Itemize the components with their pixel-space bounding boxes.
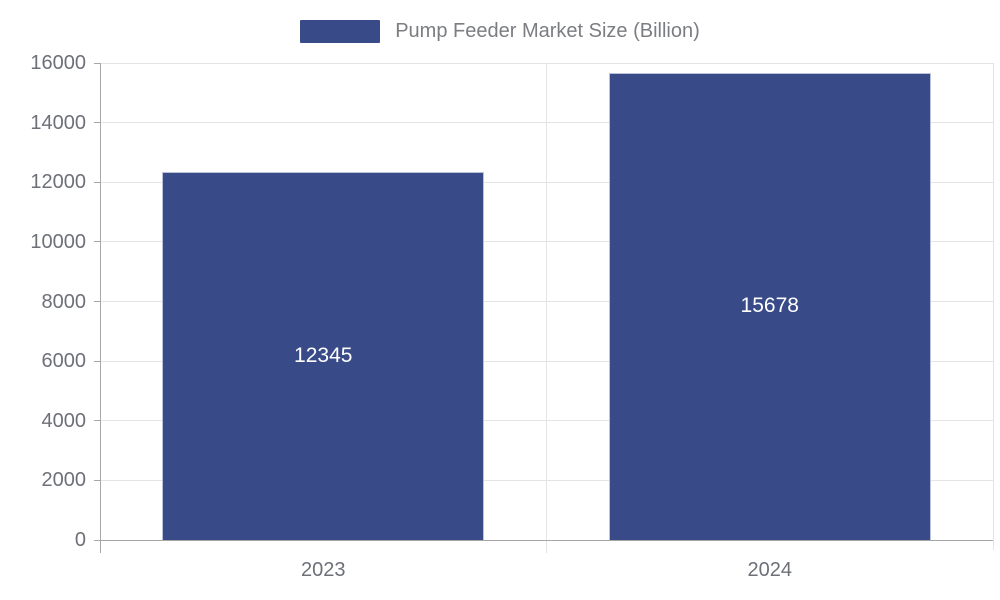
- chart-legend-item[interactable]: Pump Feeder Market Size (Billion): [0, 20, 1000, 43]
- y-axis-tick: [94, 301, 100, 302]
- bar-2023[interactable]: [162, 171, 485, 540]
- bar-2024[interactable]: [608, 72, 931, 540]
- y-axis-tick-label: 8000: [41, 290, 87, 313]
- bar-value-label: 12345: [294, 343, 353, 367]
- x-axis-tick: [546, 540, 547, 553]
- category-boundary-gridline: [546, 63, 547, 540]
- x-axis-line: [100, 539, 993, 541]
- y-axis-tick: [94, 241, 100, 243]
- y-axis-tick: [94, 122, 100, 124]
- y-axis-tick: [94, 479, 100, 481]
- y-axis-tick-label: 2000: [41, 469, 87, 492]
- y-axis-tick: [94, 360, 100, 362]
- y-axis-tick-label: 14000: [30, 111, 86, 134]
- y-axis-tick: [94, 539, 100, 541]
- plot-right-border: [992, 63, 994, 550]
- y-axis-tick: [94, 62, 100, 64]
- y-axis-tick-label: 4000: [41, 409, 87, 432]
- legend-label: Pump Feeder Market Size (Billion): [395, 20, 700, 42]
- y-axis-tick-label: 12000: [30, 171, 86, 194]
- y-axis-line: [99, 63, 101, 553]
- y-axis-tick: [94, 420, 100, 422]
- y-axis-tick-label: 10000: [30, 230, 86, 253]
- x-axis-category-label: 2023: [301, 559, 346, 581]
- x-axis-category-label: 2024: [747, 559, 793, 581]
- y-axis-tick-label: 16000: [30, 52, 86, 74]
- bar-value-label: 15678: [740, 294, 799, 318]
- legend-swatch-icon: [300, 20, 381, 43]
- y-axis-tick-label: 0: [74, 529, 86, 551]
- y-axis-tick-label: 6000: [41, 350, 87, 373]
- y-axis-tick: [94, 181, 100, 183]
